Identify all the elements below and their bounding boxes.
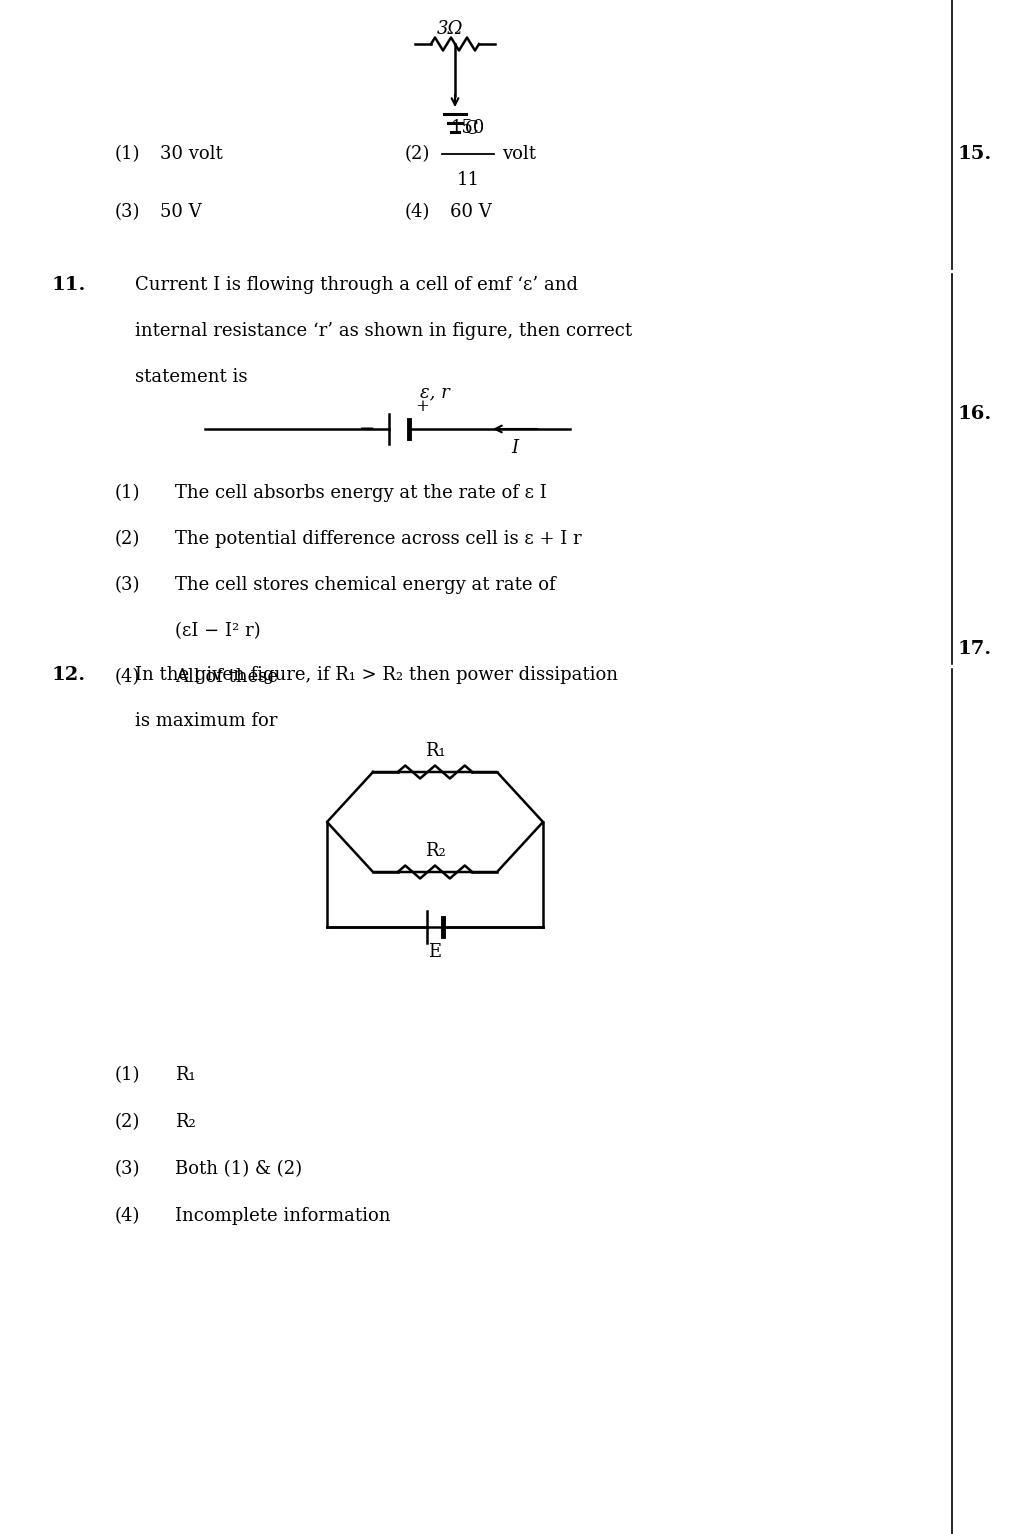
Text: The cell stores chemical energy at rate of: The cell stores chemical energy at rate … [175, 575, 556, 594]
Text: 15.: 15. [958, 146, 992, 163]
Text: Incomplete information: Incomplete information [175, 1207, 390, 1226]
Text: R₂: R₂ [425, 842, 445, 861]
Text: (4): (4) [115, 667, 140, 686]
Text: The cell absorbs energy at the rate of ε I: The cell absorbs energy at the rate of ε… [175, 485, 547, 502]
Text: 50 V: 50 V [160, 202, 202, 221]
Text: 16.: 16. [958, 405, 992, 423]
Text: volt: volt [502, 146, 536, 163]
Text: (1): (1) [115, 1066, 140, 1085]
Text: C: C [465, 120, 479, 138]
Text: In the given figure, if R₁ > R₂ then power dissipation: In the given figure, if R₁ > R₂ then pow… [135, 666, 618, 684]
Text: (4): (4) [115, 1207, 140, 1226]
Text: 17.: 17. [958, 640, 992, 658]
Text: (2): (2) [115, 531, 140, 548]
Text: E: E [428, 943, 441, 960]
Text: I: I [511, 439, 518, 457]
Text: 60 V: 60 V [450, 202, 492, 221]
Text: Both (1) & (2): Both (1) & (2) [175, 1160, 302, 1178]
Text: is maximum for: is maximum for [135, 712, 278, 730]
Text: −: − [358, 420, 375, 439]
Text: 3Ω: 3Ω [437, 20, 464, 38]
Text: (1): (1) [115, 485, 140, 502]
Text: ε, r: ε, r [420, 384, 450, 400]
Text: internal resistance ‘r’ as shown in figure, then correct: internal resistance ‘r’ as shown in figu… [135, 322, 632, 341]
Text: (3): (3) [115, 575, 140, 594]
Text: The potential difference across cell is ε + I r: The potential difference across cell is … [175, 531, 582, 548]
Text: (3): (3) [115, 1160, 140, 1178]
Text: 150: 150 [451, 120, 485, 137]
Text: (2): (2) [115, 1114, 140, 1131]
Text: R₁: R₁ [425, 742, 445, 759]
Text: (4): (4) [406, 202, 430, 221]
Text: 30 volt: 30 volt [160, 146, 223, 163]
Text: statement is: statement is [135, 368, 248, 387]
Text: 12.: 12. [52, 666, 86, 684]
Text: +: + [415, 397, 429, 416]
Text: (2): (2) [406, 146, 430, 163]
Text: R₂: R₂ [175, 1114, 196, 1131]
Text: 11.: 11. [52, 276, 86, 295]
Text: (3): (3) [115, 202, 140, 221]
Text: (1): (1) [115, 146, 140, 163]
Text: All of these: All of these [175, 667, 278, 686]
Text: 11: 11 [457, 170, 479, 189]
Text: R₁: R₁ [175, 1066, 196, 1085]
Text: (εI − I² r): (εI − I² r) [175, 621, 261, 640]
Text: Current I is flowing through a cell of emf ‘ε’ and: Current I is flowing through a cell of e… [135, 276, 578, 295]
